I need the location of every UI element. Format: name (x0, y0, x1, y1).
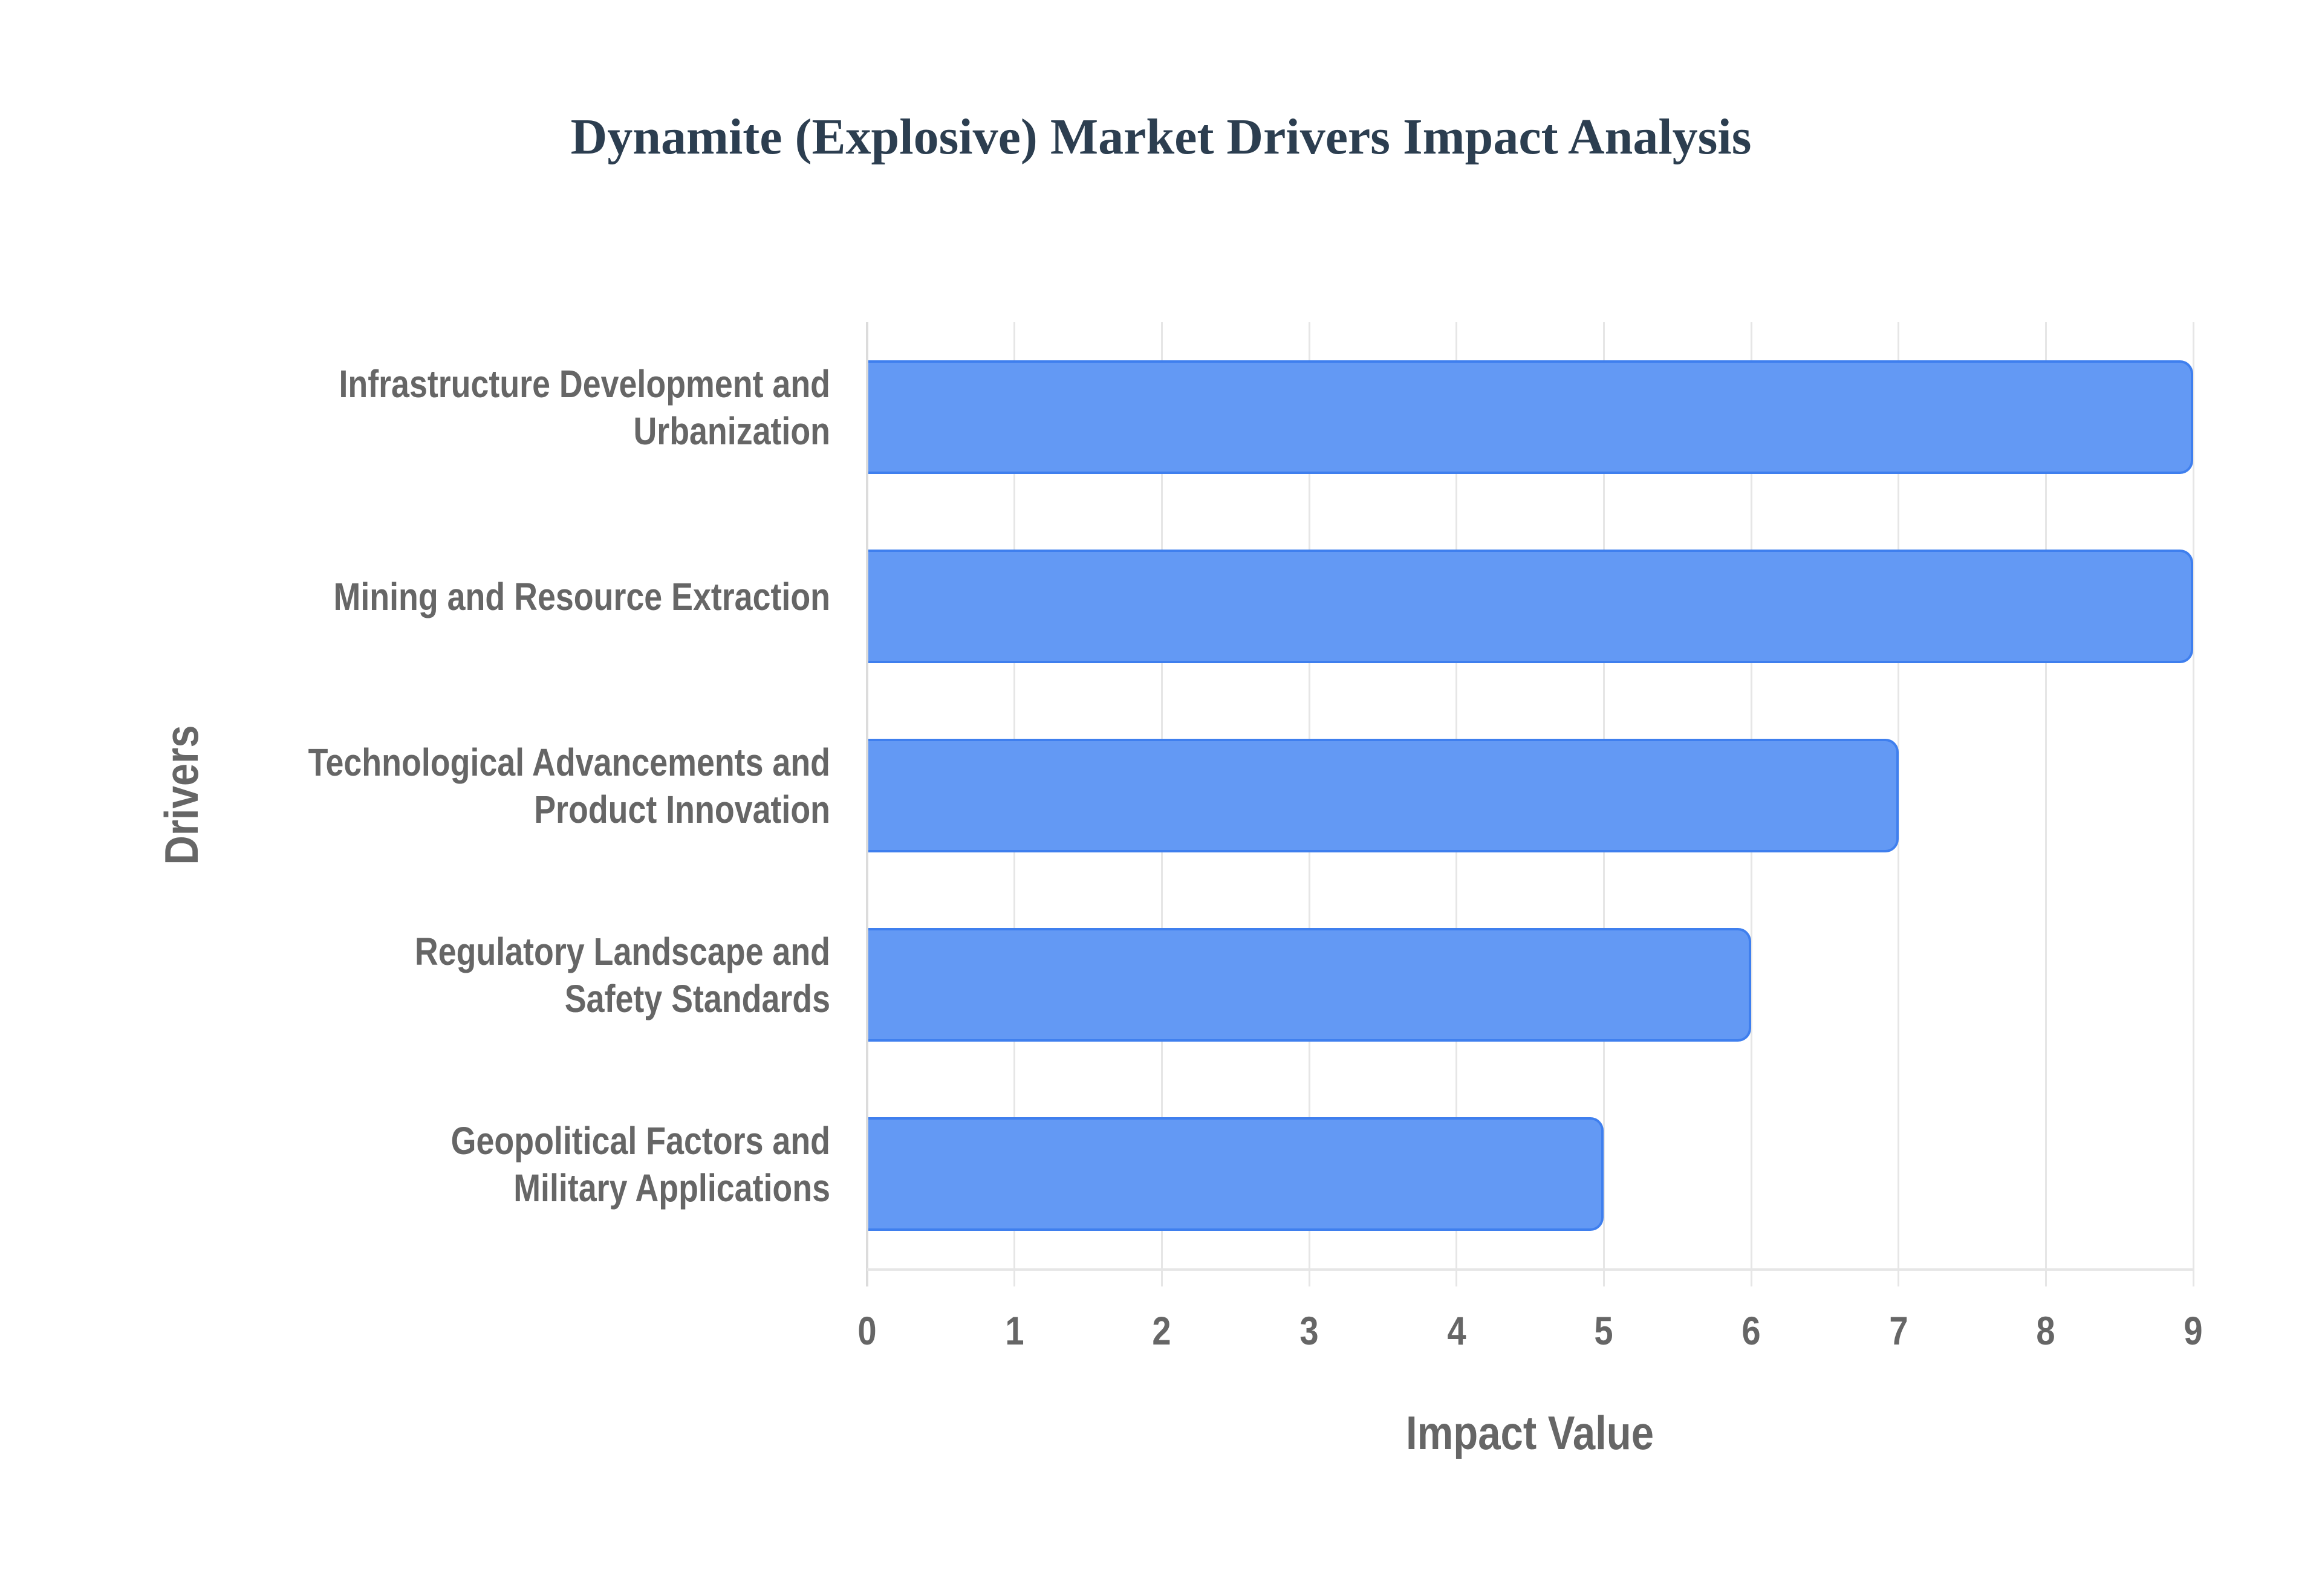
x-tick-label: 2 (1152, 1308, 1171, 1353)
plot-area: 0 1 2 3 4 5 6 7 8 9 (857, 322, 2203, 1353)
gridline (2044, 322, 2047, 1286)
x-tick-label: 3 (1299, 1308, 1319, 1353)
y-axis-line (866, 322, 868, 1286)
y-tick-label: Regulatory Landscape and Safety Standards (272, 928, 830, 1022)
x-tick-label: 8 (2036, 1308, 2055, 1353)
y-tick-label-line: Regulatory Landscape and (414, 929, 830, 973)
y-tick-label: Geopolitical Factors and Military Applica… (272, 1117, 830, 1212)
x-axis-line (867, 1268, 2193, 1271)
bar[interactable] (868, 550, 2193, 663)
gridline (2192, 322, 2194, 1286)
y-tick-label: Infrastructure Development and Urbanizati… (272, 360, 830, 455)
x-tick-label: 4 (1447, 1308, 1466, 1353)
bar[interactable] (868, 360, 2193, 474)
y-tick-label-line: Product Innovation (534, 787, 830, 831)
y-tick-label-line: Military Applications (513, 1166, 830, 1210)
x-tick-label: 1 (1005, 1308, 1024, 1353)
bar[interactable] (868, 928, 1751, 1042)
bar[interactable] (868, 739, 1899, 852)
y-tick-label-line: Safety Standards (564, 976, 830, 1020)
chart-title: Dynamite (Explosive) Market Drivers Impa… (570, 109, 1752, 165)
x-axis-title: Impact Value (1405, 1406, 1654, 1459)
y-axis-title: Drivers (155, 725, 208, 865)
bar[interactable] (868, 1117, 1604, 1231)
x-tick-label: 7 (1889, 1308, 1908, 1353)
y-tick-label-line: Infrastructure Development and (339, 362, 830, 406)
y-tick-label-line: Mining and Resource Extraction (333, 574, 830, 618)
x-tick-label: 0 (857, 1308, 877, 1353)
x-tick-label: 6 (1742, 1308, 1761, 1353)
y-tick-label-line: Technological Advancements and (308, 740, 830, 784)
y-tick-label-line: Geopolitical Factors and (450, 1118, 830, 1163)
gridline (1898, 322, 1900, 1286)
y-tick-label: Mining and Resource Extraction (272, 573, 830, 620)
y-tick-label-line: Urbanization (633, 409, 830, 453)
x-tick-label: 9 (2184, 1308, 2203, 1353)
x-tick-label: 5 (1594, 1308, 1613, 1353)
y-tick-label: Technological Advancements and Product In… (272, 739, 830, 833)
